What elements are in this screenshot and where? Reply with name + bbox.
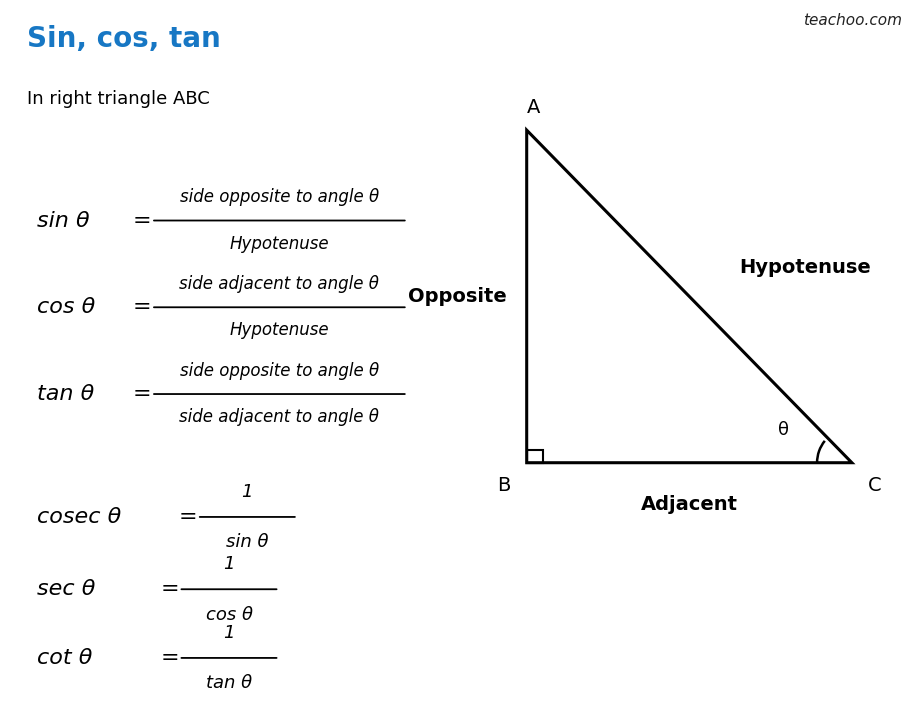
Text: =: = bbox=[160, 648, 179, 668]
Text: 1: 1 bbox=[224, 555, 234, 573]
Text: tan θ: tan θ bbox=[37, 384, 93, 404]
Text: sin θ: sin θ bbox=[226, 534, 268, 551]
Text: cos θ: cos θ bbox=[37, 297, 95, 317]
Text: side opposite to angle θ: side opposite to angle θ bbox=[180, 189, 379, 206]
Text: A: A bbox=[528, 98, 540, 117]
Text: Adjacent: Adjacent bbox=[641, 495, 737, 514]
Text: C: C bbox=[868, 476, 882, 495]
Text: =: = bbox=[160, 579, 179, 599]
Text: teachoo.com: teachoo.com bbox=[803, 13, 902, 28]
Text: Hypotenuse: Hypotenuse bbox=[230, 235, 329, 252]
Text: side adjacent to angle θ: side adjacent to angle θ bbox=[180, 408, 379, 426]
Text: tan θ: tan θ bbox=[206, 675, 252, 692]
Text: Sin, cos, tan: Sin, cos, tan bbox=[27, 25, 222, 54]
Text: sin θ: sin θ bbox=[37, 210, 89, 231]
Text: =: = bbox=[133, 297, 151, 317]
Text: =: = bbox=[133, 210, 151, 231]
Text: =: = bbox=[133, 384, 151, 404]
Text: θ: θ bbox=[778, 422, 789, 439]
Text: =: = bbox=[179, 507, 197, 527]
Text: 1: 1 bbox=[242, 483, 253, 500]
Text: cot θ: cot θ bbox=[37, 648, 92, 668]
Text: In right triangle ABC: In right triangle ABC bbox=[27, 90, 211, 108]
Text: sec θ: sec θ bbox=[37, 579, 95, 599]
Text: B: B bbox=[496, 476, 510, 495]
Text: Hypotenuse: Hypotenuse bbox=[739, 258, 871, 277]
Text: side opposite to angle θ: side opposite to angle θ bbox=[180, 362, 379, 380]
Text: 1: 1 bbox=[224, 624, 234, 641]
Text: cos θ: cos θ bbox=[205, 606, 253, 623]
Text: Opposite: Opposite bbox=[408, 287, 507, 306]
Text: cosec θ: cosec θ bbox=[37, 507, 121, 527]
Text: side adjacent to angle θ: side adjacent to angle θ bbox=[180, 275, 379, 293]
Text: Hypotenuse: Hypotenuse bbox=[230, 322, 329, 339]
